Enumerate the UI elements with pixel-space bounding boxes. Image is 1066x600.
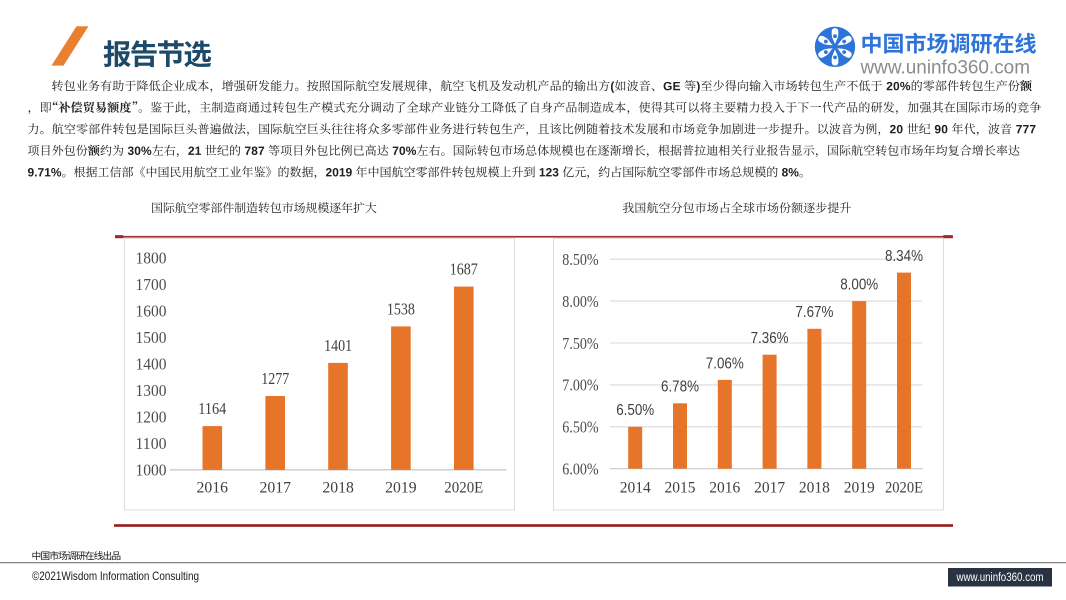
svg-text:8.00%: 8.00%: [562, 292, 599, 311]
svg-text:1000: 1000: [136, 461, 167, 480]
svg-text:7.06%: 7.06%: [706, 355, 744, 372]
svg-text:1401: 1401: [324, 336, 352, 355]
svg-text:1538: 1538: [387, 300, 415, 319]
svg-text:1164: 1164: [198, 399, 226, 418]
svg-text:2019: 2019: [844, 479, 875, 496]
svg-text:7.50%: 7.50%: [562, 334, 599, 353]
svg-text:www.uninfo360.com: www.uninfo360.com: [860, 56, 1030, 78]
svg-text:2020E: 2020E: [444, 479, 483, 496]
svg-text:2016: 2016: [709, 479, 740, 496]
svg-text:www.uninfo360.com: www.uninfo360.com: [956, 572, 1044, 584]
svg-text:2019: 2019: [385, 479, 417, 496]
svg-text:7.36%: 7.36%: [751, 330, 789, 347]
svg-text:1400: 1400: [136, 355, 167, 374]
svg-text:1500: 1500: [136, 328, 167, 347]
svg-text:2018: 2018: [322, 479, 354, 496]
svg-text:8.34%: 8.34%: [885, 248, 923, 265]
svg-text:2017: 2017: [754, 479, 785, 496]
svg-text:6.00%: 6.00%: [562, 460, 599, 479]
svg-text:1687: 1687: [450, 260, 478, 279]
svg-text:2016: 2016: [197, 479, 229, 496]
svg-text:1277: 1277: [261, 369, 289, 388]
svg-text:6.78%: 6.78%: [661, 379, 699, 396]
svg-text:7.00%: 7.00%: [562, 376, 599, 395]
svg-text:8.00%: 8.00%: [840, 277, 878, 294]
svg-text:2018: 2018: [799, 479, 830, 496]
svg-text:8.50%: 8.50%: [562, 250, 599, 269]
svg-text:1100: 1100: [136, 434, 167, 453]
svg-text:©2021Wisdom Information Consul: ©2021Wisdom Information Consulting: [32, 569, 199, 583]
svg-text:6.50%: 6.50%: [616, 402, 654, 419]
svg-text:2020E: 2020E: [885, 479, 923, 496]
svg-text:1600: 1600: [136, 302, 167, 321]
svg-text:1800: 1800: [136, 249, 167, 268]
svg-text:6.50%: 6.50%: [562, 418, 599, 437]
svg-text:1700: 1700: [136, 275, 167, 294]
svg-text:7.67%: 7.67%: [795, 304, 833, 321]
svg-text:2017: 2017: [259, 479, 291, 496]
svg-text:1200: 1200: [136, 408, 167, 427]
svg-text:2014: 2014: [620, 479, 651, 496]
svg-text:2015: 2015: [665, 479, 696, 496]
svg-text:1300: 1300: [136, 381, 167, 400]
